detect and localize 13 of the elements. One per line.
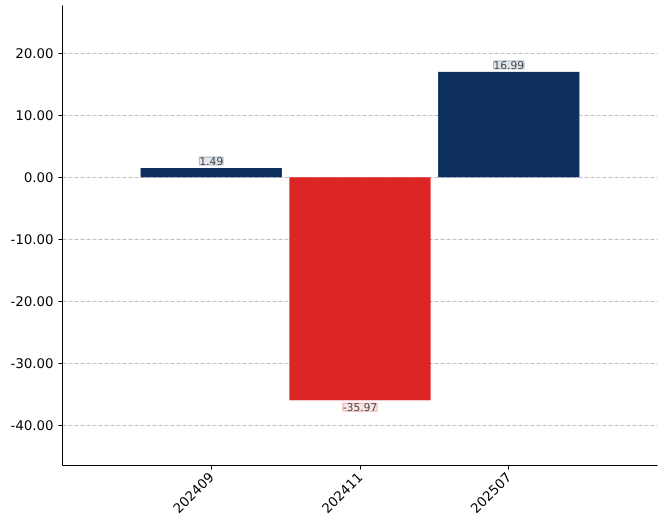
y-tick-label: 10.00 bbox=[15, 109, 54, 124]
bar bbox=[438, 72, 580, 178]
bar bbox=[140, 168, 282, 178]
y-tick-label: -20.00 bbox=[10, 295, 54, 310]
y-tick-label: -30.00 bbox=[10, 357, 54, 372]
y-tick-label: -10.00 bbox=[10, 233, 54, 248]
data-label: 16.99 bbox=[493, 58, 524, 72]
data-label: 1.49 bbox=[199, 154, 224, 168]
y-tick-label: 0.00 bbox=[24, 171, 54, 186]
data-label: -35.97 bbox=[342, 401, 378, 414]
y-tick-label: -40.00 bbox=[10, 419, 54, 434]
y-tick-label: 20.00 bbox=[15, 47, 54, 62]
bar bbox=[289, 177, 431, 400]
